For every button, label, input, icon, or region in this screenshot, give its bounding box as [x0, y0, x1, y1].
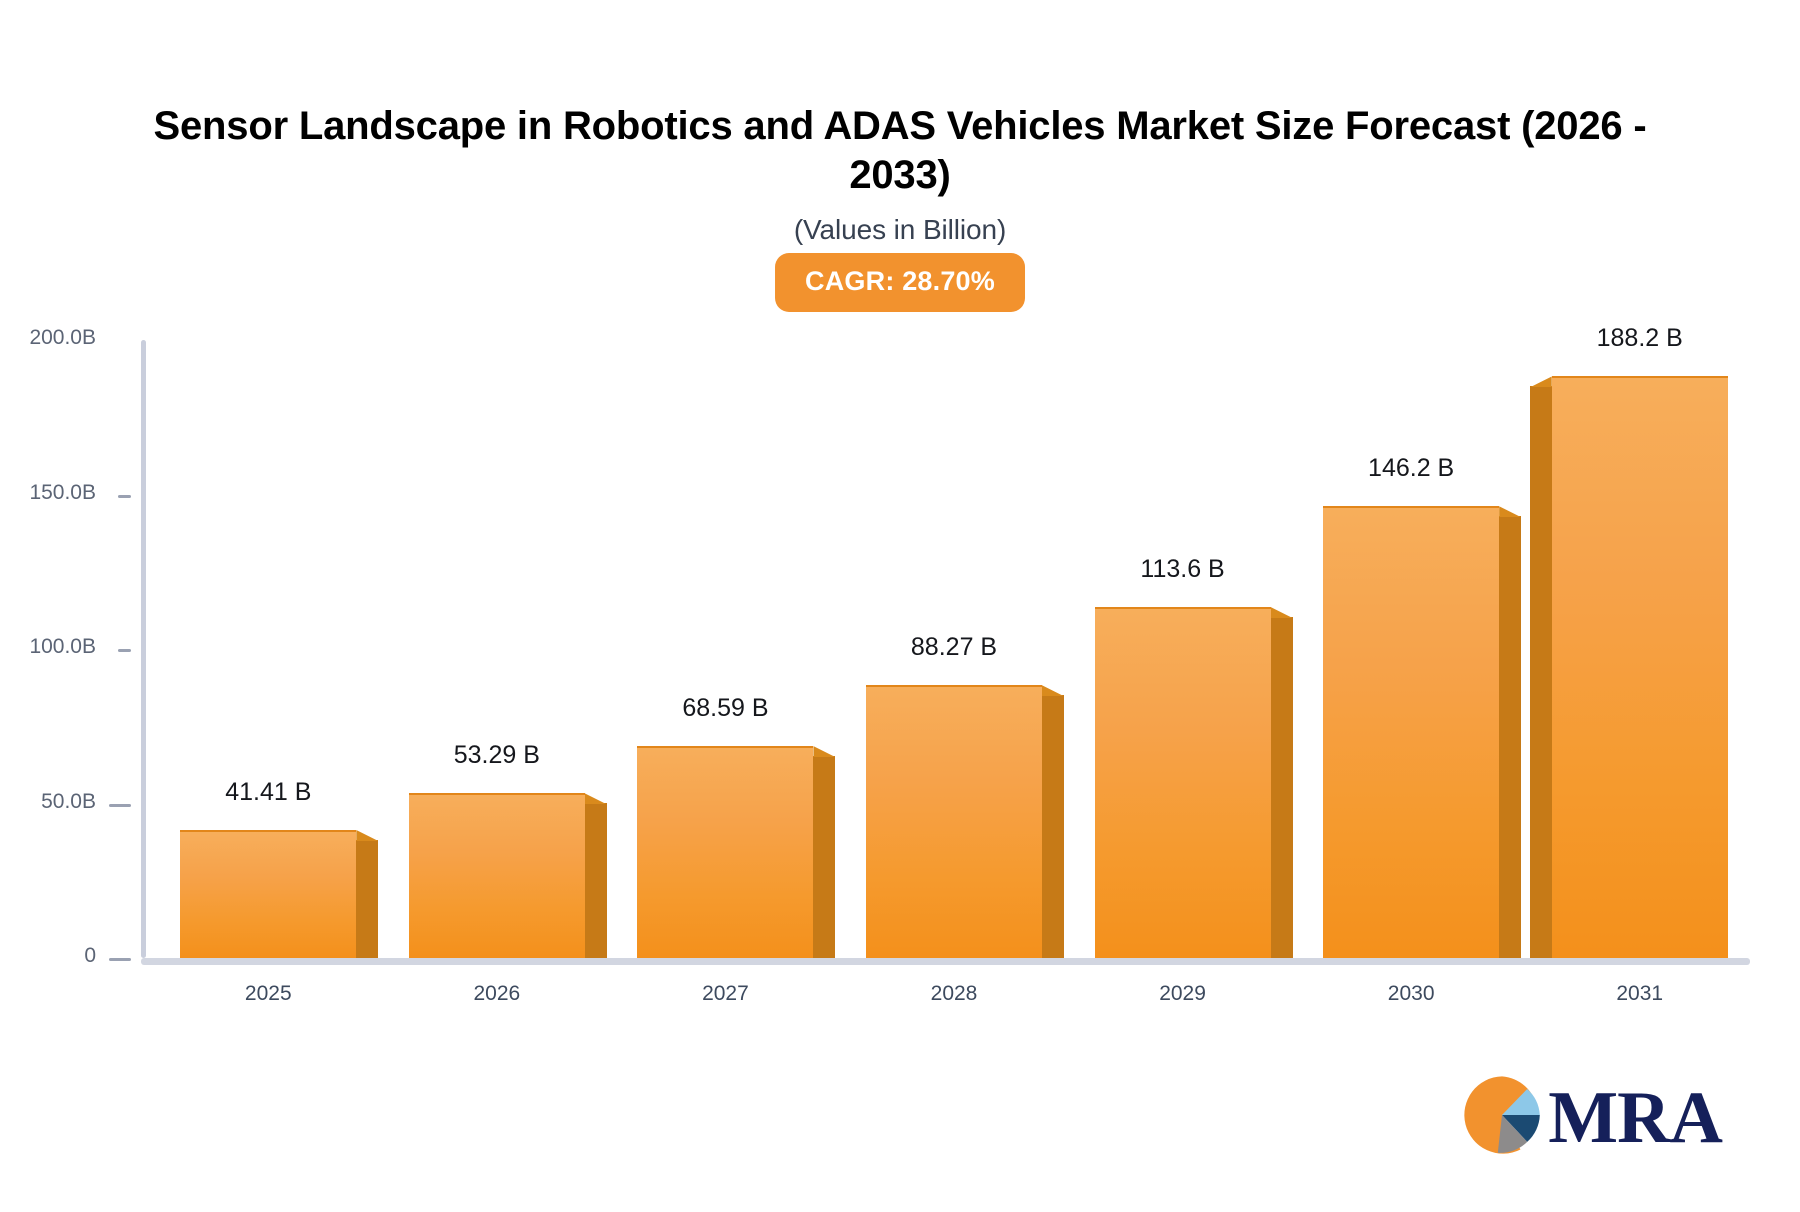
bar-front-face	[1551, 376, 1728, 958]
bar-2027[interactable]	[637, 746, 836, 958]
bar-2029[interactable]	[1094, 606, 1293, 958]
bar-value-label: 88.27 B	[910, 633, 998, 662]
bar-top-bevel	[1270, 606, 1293, 618]
x-axis-label-2030: 2030	[1387, 982, 1435, 1005]
cagr-badge: CAGR: 28.70%	[775, 253, 1025, 312]
bar-value-label: 188.2 B	[1596, 324, 1683, 353]
bar-value-label: 113.6 B	[1140, 554, 1225, 583]
plot-area: 0 50.0B 100.0B 150.0B 200.0B 41.41 B 53.29 B 6…	[29, 324, 1750, 1005]
x-axis-label-2031: 2031	[1616, 982, 1664, 1005]
bar-top-bevel	[356, 830, 379, 842]
bar-side-face	[356, 840, 379, 958]
bar-2028[interactable]	[866, 685, 1064, 958]
x-axis-label-2028: 2028	[930, 982, 978, 1005]
x-axis-label-2027: 2027	[702, 982, 749, 1005]
x-axis-label-2025: 2025	[244, 982, 292, 1005]
x-axis-line	[141, 958, 1750, 965]
y-axis-tick-mark	[109, 803, 131, 807]
bar-front-face	[1323, 506, 1500, 958]
bar-top-bevel	[584, 793, 607, 805]
bar-top-bevel	[1042, 685, 1064, 697]
bar-front-face	[637, 746, 814, 958]
bar-value-label: 53.29 B	[453, 741, 540, 770]
y-axis-tick-mark	[109, 958, 131, 961]
y-axis-tick-label: 150.0B	[29, 480, 96, 504]
bar-side-face	[584, 803, 607, 958]
bar-2025[interactable]	[180, 830, 379, 958]
bar-front-face	[866, 685, 1042, 958]
y-axis-tick-label: 50.0B	[41, 789, 96, 813]
mra-logo: MRA	[1460, 1073, 1723, 1162]
y-axis-tick-label: 0	[84, 944, 96, 967]
y-axis-tick-mark	[118, 494, 131, 498]
x-axis-label-2026: 2026	[473, 982, 521, 1005]
bar-2031[interactable]	[1529, 376, 1728, 958]
y-axis-tick-mark	[118, 649, 131, 652]
bar-front-face	[408, 793, 585, 958]
bar-side-face	[1270, 616, 1293, 958]
chart-subtitle: (Values in Billion)	[793, 213, 1007, 245]
y-axis-line	[141, 340, 146, 958]
bar-value-label: 146.2 B	[1368, 454, 1455, 483]
bar-value-label: 68.59 B	[682, 694, 769, 723]
bar-top-bevel	[1529, 376, 1552, 388]
y-axis-tick-label: 200.0B	[29, 326, 96, 349]
bar-side-face	[1042, 695, 1064, 958]
bar-front-face	[180, 830, 357, 958]
bar-value-label: 41.41 B	[225, 778, 312, 807]
x-axis-label-2029: 2029	[1159, 982, 1206, 1005]
title-block: Sensor Landscape in Robotics and ADAS Ve…	[120, 102, 1680, 246]
y-axis-tick-label: 100.0B	[29, 635, 96, 658]
mra-wordmark: MRA	[1548, 1076, 1723, 1159]
bar-front-face	[1094, 606, 1271, 958]
bar-top-bevel	[1499, 506, 1522, 518]
bar-2030[interactable]	[1323, 506, 1522, 958]
bar-side-face	[1499, 516, 1522, 958]
pie-chart-icon	[1460, 1073, 1544, 1162]
page-title: Sensor Landscape in Robotics and ADAS Ve…	[153, 104, 1647, 197]
bar-side-face	[1529, 386, 1552, 958]
bar-side-face	[813, 756, 836, 958]
bar-2026[interactable]	[408, 793, 607, 958]
bar-top-bevel	[813, 746, 836, 758]
